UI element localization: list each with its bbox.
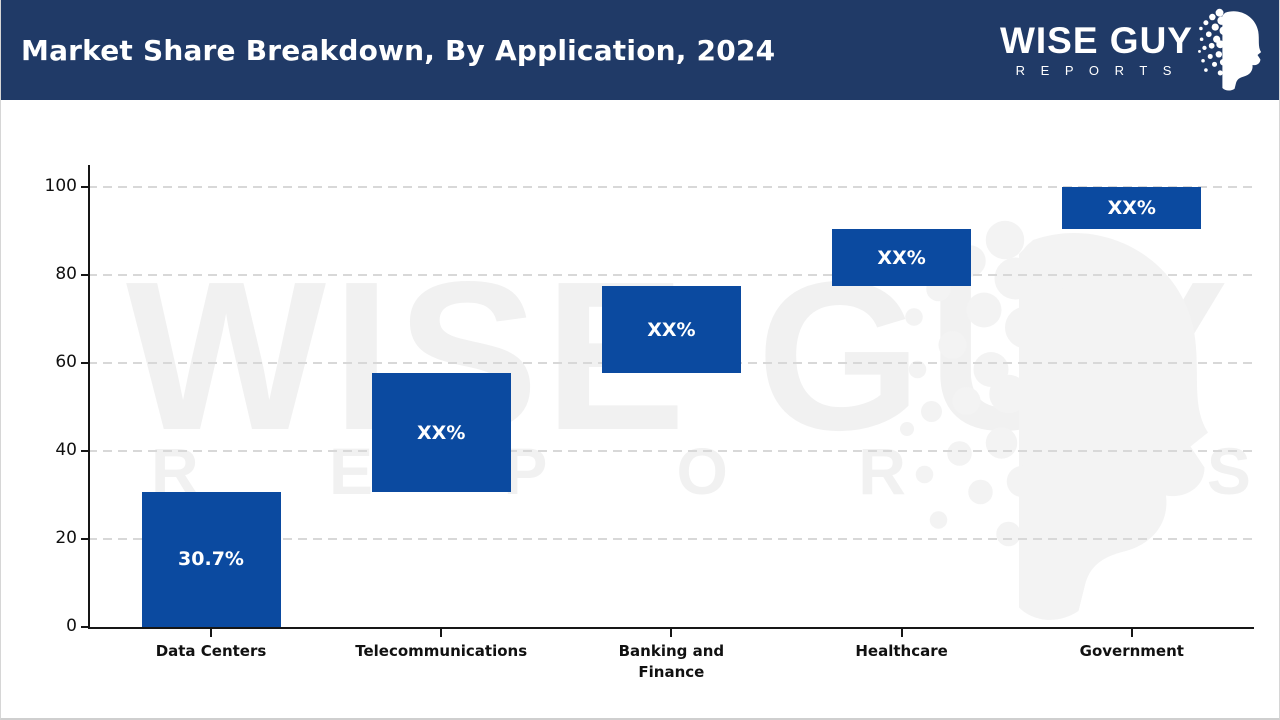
x-axis-category-data-centers: Data Centers (155, 642, 267, 660)
y-axis-tick-label: 0 (66, 616, 77, 636)
y-axis-tick-label: 40 (55, 440, 77, 460)
x-axis-tick-mark (210, 629, 212, 637)
x-axis-category-healthcare: Healthcare (855, 642, 948, 660)
y-axis-tick-mark (81, 450, 88, 452)
y-axis-tick-label: 100 (44, 176, 77, 196)
x-axis-category-government: Government (1079, 642, 1184, 660)
bar-value-label: XX% (417, 421, 466, 444)
bar-telecommunications: XX% (371, 373, 511, 492)
logo-subtext: R E P O R T S (1015, 63, 1178, 78)
y-axis-tick-mark (81, 274, 88, 276)
logo-face-icon (1198, 8, 1262, 91)
logo-wordmark: WISE GUY (999, 20, 1193, 61)
y-axis-tick-label: 80 (55, 264, 77, 284)
x-axis-tick-mark (900, 629, 903, 637)
x-axis-tick-mark (670, 629, 673, 637)
header: Market Share Breakdown, By Application, … (1, 0, 1279, 100)
y-axis-tick-label: 60 (55, 352, 77, 372)
y-axis-line (88, 165, 90, 629)
gridline-y-80 (88, 274, 1254, 276)
bar-government: XX% (1062, 187, 1202, 230)
gridline-y-100 (88, 186, 1254, 188)
x-axis-line (88, 627, 1254, 629)
gridline-y-20 (88, 538, 1254, 540)
x-axis-tick-mark (1130, 629, 1133, 637)
y-axis-tick-mark (81, 186, 88, 188)
page-title: Market Share Breakdown, By Application, … (21, 33, 776, 67)
x-axis-tick-mark (440, 629, 443, 637)
y-axis-tick-mark (81, 538, 88, 540)
brand-logo: WISE GUY R E P O R T S (1000, 7, 1267, 93)
bar-banking-and-finance: XX% (601, 286, 741, 374)
y-axis-tick-mark (81, 626, 88, 628)
bar-data-centers: 30.7% (141, 491, 281, 627)
y-axis-tick-mark (81, 362, 88, 364)
x-axis-category-banking-and-finance: Banking and Finance (618, 642, 725, 681)
bar-value-label: 30.7% (178, 548, 244, 571)
bar-value-label: XX% (1107, 197, 1156, 220)
chart-canvas: WISE GUY R E P O R T S 02040608010030.7%… (1, 100, 1279, 718)
y-axis-tick-label: 20 (55, 528, 77, 548)
x-axis-category-telecommunications: Telecommunications (355, 642, 528, 660)
gridline-y-40 (88, 450, 1254, 452)
bar-value-label: XX% (877, 246, 926, 269)
bar-healthcare: XX% (832, 229, 972, 286)
bar-value-label: XX% (647, 318, 696, 341)
